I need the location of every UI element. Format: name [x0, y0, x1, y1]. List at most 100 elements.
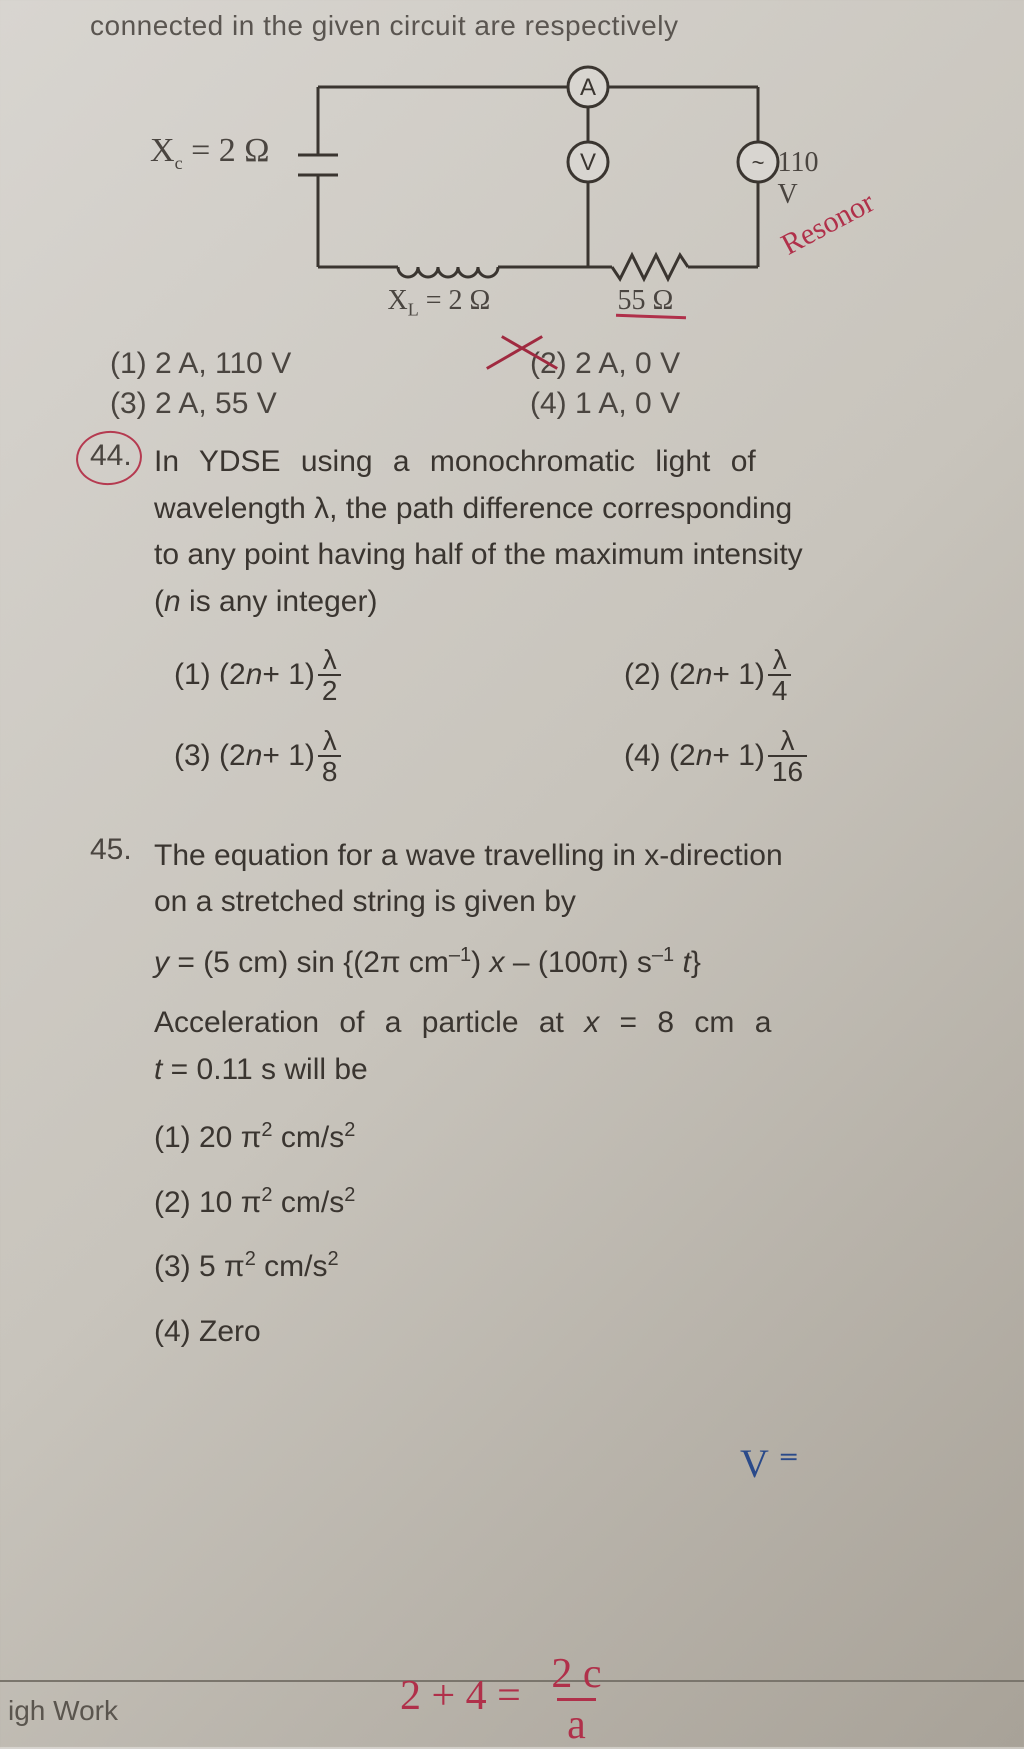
l3a: Acceleration of a particle at	[154, 1006, 584, 1039]
o3-den: 8	[318, 755, 342, 786]
o2-pre: (2) (2	[624, 652, 696, 699]
o3u: cm/s	[256, 1250, 328, 1283]
circuit-svg-wrap: A V ~ 110 V XL = 2 Ω 55 Ω Resonor	[278, 57, 798, 327]
handwriting-bottom: 2 + 4 = 2 c a	[400, 1650, 608, 1749]
o3s2: 2	[328, 1248, 339, 1270]
circuit-diagram: Xc = 2 Ω	[150, 57, 974, 327]
q44-l2: wavelength λ, the path difference corres…	[154, 486, 974, 533]
svg-text:~: ~	[751, 150, 764, 175]
svg-text:A: A	[580, 74, 596, 101]
q44-row1: (1) (2n + 1) λ2 (2) (2n + 1) λ4	[154, 645, 974, 706]
q44-l1: In YDSE using a monochromatic light of	[154, 439, 974, 486]
q44-number: 44.	[90, 439, 154, 473]
o1-den: 2	[318, 674, 342, 705]
eq-f: }	[691, 946, 701, 979]
q44: 44. In YDSE using a monochromatic light …	[90, 439, 974, 807]
o4-num: λ	[776, 726, 798, 755]
q45-l4: t = 0.11 s will be	[154, 1047, 974, 1094]
q43-opt2: (2) 2 A, 0 V	[530, 347, 974, 381]
o2-n: n	[696, 652, 713, 699]
hb-num: 2 c	[545, 1650, 607, 1698]
q44-opt4: (4) (2n + 1) λ16	[624, 726, 974, 787]
hb-den: a	[557, 1698, 596, 1749]
handwriting-v-equals: V ⁼	[740, 1440, 799, 1487]
o1-n: n	[246, 652, 263, 699]
resistor-label: 55 Ω	[618, 285, 674, 317]
q45-text: The equation for a wave travelling in x-…	[154, 833, 974, 1374]
o2-num: λ	[769, 645, 791, 674]
o1-frac: λ2	[318, 645, 342, 706]
q45-opt2: (2) 10 π2 cm/s2	[154, 1180, 974, 1227]
q45-number: 45.	[90, 833, 154, 867]
o3-frac: λ8	[318, 726, 342, 787]
source-voltage-label: 110 V	[778, 147, 819, 211]
o4-frac: λ16	[768, 726, 807, 787]
eq-s2: –1	[652, 944, 674, 966]
q44-opt1: (1) (2n + 1) λ2	[154, 645, 624, 706]
o2s: 2	[261, 1184, 272, 1206]
q44-opt2: (2) (2n + 1) λ4	[624, 645, 974, 706]
o3-post: + 1)	[262, 733, 315, 780]
eq-y: y	[154, 946, 169, 979]
svg-text:V: V	[580, 149, 596, 176]
l3b: = 8 cm a	[599, 1006, 771, 1039]
q45-equation: y = (5 cm) sin {(2π cm–1) x – (100π) s–1…	[154, 940, 974, 987]
intro-text: connected in the given circuit are respe…	[90, 10, 974, 42]
q44-options: (1) (2n + 1) λ2 (2) (2n + 1) λ4 (3) (2n …	[154, 645, 974, 787]
o2s2: 2	[344, 1184, 355, 1206]
q45-options: (1) 20 π2 cm/s2 (2) 10 π2 cm/s2 (3) 5 π2…	[154, 1115, 974, 1355]
q44-l4b: is any integer)	[181, 585, 378, 618]
eq-x: x	[490, 946, 505, 979]
o3-n: n	[246, 733, 263, 780]
circuit-svg: A V ~	[278, 57, 798, 327]
eq-t: t	[683, 946, 691, 979]
o1-pre: (1) (2	[174, 652, 246, 699]
q45-l3: Acceleration of a particle at x = 8 cm a	[154, 1000, 974, 1047]
o3a: (3) 5 π	[154, 1250, 245, 1283]
o1s: 2	[261, 1119, 272, 1141]
eq-s1: –1	[449, 944, 471, 966]
q43-options-row1: (1) 2 A, 110 V (2) 2 A, 0 V	[90, 347, 974, 381]
q44-l4a: (	[154, 585, 164, 618]
o2u: cm/s	[273, 1186, 345, 1219]
q43-opt4: (4) 1 A, 0 V	[530, 387, 974, 421]
o1a: (1) 20 π	[154, 1121, 261, 1154]
o3-num: λ	[319, 726, 341, 755]
o4-den: 16	[768, 755, 807, 786]
q44-opt3: (3) (2n + 1) λ8	[154, 726, 624, 787]
o2-den: 4	[768, 674, 792, 705]
q44-row2: (3) (2n + 1) λ8 (4) (2n + 1) λ16	[154, 726, 974, 787]
q44-l3: to any point having half of the maximum …	[154, 532, 974, 579]
o1s2: 2	[344, 1119, 355, 1141]
q45-opt1: (1) 20 π2 cm/s2	[154, 1115, 974, 1162]
eq-c: )	[471, 946, 489, 979]
o4-pre: (4) (2	[624, 733, 696, 780]
o1u: cm/s	[273, 1121, 345, 1154]
o3s: 2	[245, 1248, 256, 1270]
q43-opt3: (3) 2 A, 55 V	[90, 387, 530, 421]
l4: = 0.11 s will be	[162, 1053, 367, 1086]
q43-options-row2: (3) 2 A, 55 V (4) 1 A, 0 V	[90, 387, 974, 421]
page: connected in the given circuit are respe…	[0, 0, 1024, 1393]
eq-e	[674, 946, 682, 979]
q45-opt4: (4) Zero	[154, 1309, 974, 1356]
o1-post: + 1)	[262, 652, 315, 699]
q44-l4n: n	[164, 585, 181, 618]
q44-text: In YDSE using a monochromatic light of w…	[154, 439, 974, 807]
q45-opt3: (3) 5 π2 cm/s2	[154, 1244, 974, 1291]
o3-pre: (3) (2	[174, 733, 246, 780]
q45-l2: on a stretched string is given by	[154, 879, 974, 926]
xc-label: Xc = 2 Ω	[150, 132, 270, 174]
q43-opt1: (1) 2 A, 110 V	[90, 347, 530, 381]
xl-label: XL = 2 Ω	[388, 285, 491, 321]
eq-d: – (100π) s	[505, 946, 652, 979]
o2-frac: λ4	[768, 645, 792, 706]
o4-n: n	[696, 733, 713, 780]
hb-a: 2 + 4 =	[400, 1673, 521, 1719]
o1-num: λ	[319, 645, 341, 674]
q44-l4: (n is any integer)	[154, 579, 974, 626]
o2a: (2) 10 π	[154, 1186, 261, 1219]
o2-post: + 1)	[712, 652, 765, 699]
l3x: x	[584, 1006, 599, 1039]
hb-frac: 2 c a	[545, 1650, 607, 1749]
